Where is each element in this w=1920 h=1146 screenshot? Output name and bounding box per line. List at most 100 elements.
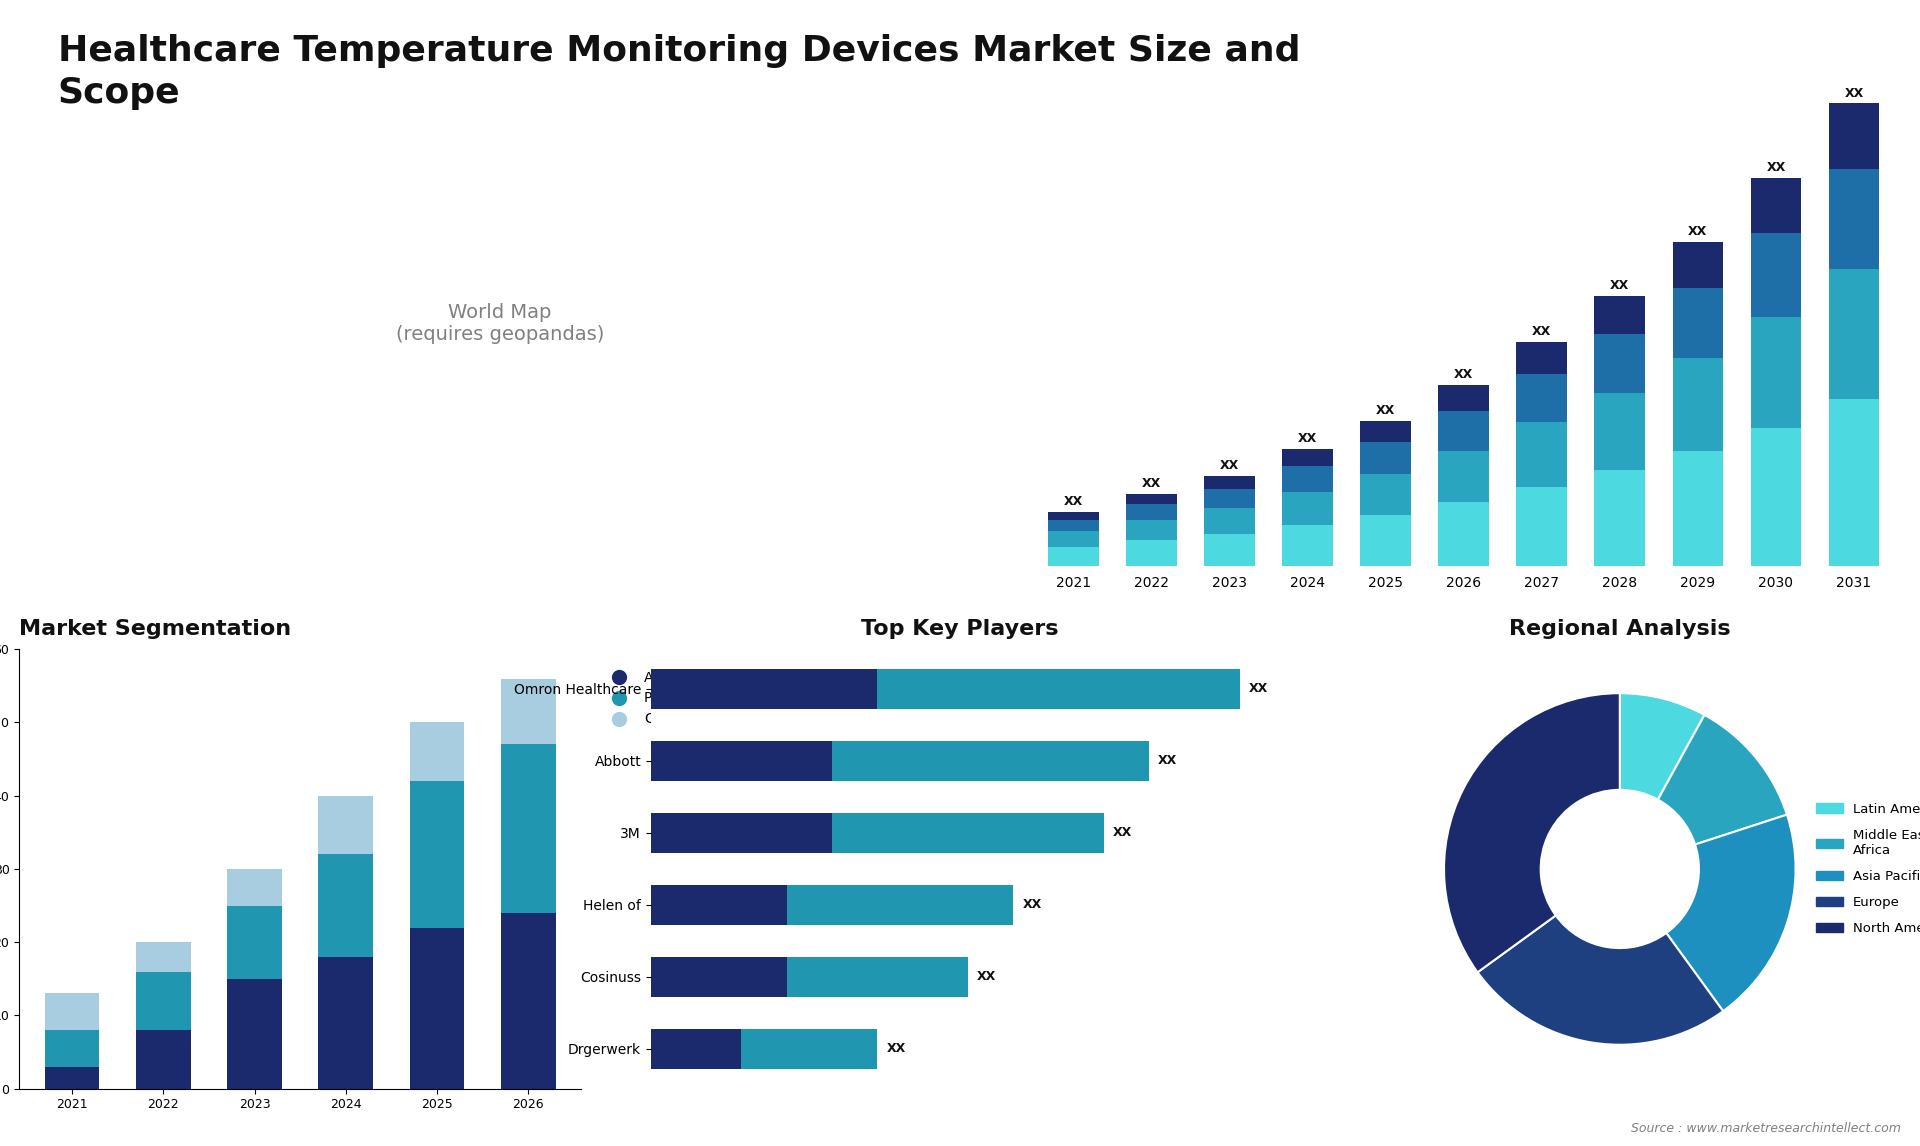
Bar bbox=[1438, 411, 1490, 450]
Bar bbox=[1283, 466, 1332, 492]
Bar bbox=[651, 885, 787, 925]
Bar bbox=[1594, 296, 1645, 333]
Text: XX: XX bbox=[1845, 86, 1864, 100]
Bar bbox=[1048, 532, 1098, 547]
Bar bbox=[651, 957, 787, 997]
Text: Healthcare Temperature Monitoring Devices Market Size and
Scope: Healthcare Temperature Monitoring Device… bbox=[58, 34, 1300, 110]
Bar bbox=[1672, 242, 1724, 288]
Bar bbox=[1517, 374, 1567, 423]
Bar bbox=[1359, 473, 1411, 515]
Bar bbox=[1751, 233, 1801, 317]
Text: XX: XX bbox=[1142, 478, 1162, 490]
Bar bbox=[741, 1029, 877, 1069]
Text: Source : www.marketresearchintellect.com: Source : www.marketresearchintellect.com bbox=[1630, 1122, 1901, 1135]
Bar bbox=[136, 942, 190, 972]
Bar bbox=[44, 994, 100, 1030]
Bar bbox=[651, 669, 877, 708]
Bar bbox=[227, 869, 282, 905]
Bar bbox=[787, 885, 1014, 925]
Text: XX: XX bbox=[1158, 754, 1177, 768]
Bar bbox=[1048, 512, 1098, 520]
Text: XX: XX bbox=[1532, 324, 1551, 338]
Bar bbox=[1283, 525, 1332, 566]
Legend: Latin America, Middle East &
Africa, Asia Pacific, Europe, North America: Latin America, Middle East & Africa, Asi… bbox=[1811, 798, 1920, 941]
Bar bbox=[877, 669, 1240, 708]
Bar bbox=[1438, 502, 1490, 566]
Bar bbox=[1204, 509, 1256, 534]
Bar bbox=[409, 782, 465, 927]
Text: XX: XX bbox=[977, 971, 996, 983]
Bar bbox=[501, 745, 555, 913]
Bar bbox=[787, 957, 968, 997]
Bar bbox=[1127, 540, 1177, 566]
Text: XX: XX bbox=[1298, 432, 1317, 446]
Text: XX: XX bbox=[1688, 225, 1707, 238]
Bar bbox=[136, 1030, 190, 1089]
Bar bbox=[319, 957, 372, 1089]
Bar bbox=[1594, 470, 1645, 566]
Bar bbox=[319, 854, 372, 957]
Bar bbox=[1751, 178, 1801, 233]
Bar bbox=[1283, 492, 1332, 525]
Bar bbox=[651, 1029, 741, 1069]
Bar bbox=[1828, 268, 1880, 399]
Text: XX: XX bbox=[1219, 460, 1238, 472]
Bar bbox=[1127, 504, 1177, 520]
Wedge shape bbox=[1667, 815, 1795, 1011]
Legend: Application, Product, Geography: Application, Product, Geography bbox=[599, 665, 728, 732]
Bar bbox=[1594, 333, 1645, 393]
Text: XX: XX bbox=[1021, 898, 1041, 911]
Bar bbox=[1359, 515, 1411, 566]
Bar bbox=[1204, 489, 1256, 509]
Bar bbox=[651, 741, 831, 780]
Text: XX: XX bbox=[1064, 495, 1083, 509]
Bar bbox=[1594, 393, 1645, 470]
Bar bbox=[1359, 421, 1411, 441]
Wedge shape bbox=[1620, 693, 1705, 800]
Bar bbox=[1672, 288, 1724, 359]
Bar bbox=[1204, 534, 1256, 566]
Bar bbox=[136, 972, 190, 1030]
Text: XX: XX bbox=[887, 1043, 906, 1055]
Text: XX: XX bbox=[1248, 683, 1267, 696]
Bar bbox=[1127, 494, 1177, 504]
Bar bbox=[409, 927, 465, 1089]
Bar bbox=[44, 1030, 100, 1067]
Bar bbox=[501, 913, 555, 1089]
Bar bbox=[1751, 317, 1801, 427]
Bar bbox=[1048, 520, 1098, 532]
Bar bbox=[1517, 487, 1567, 566]
Bar bbox=[1672, 450, 1724, 566]
Bar bbox=[1438, 385, 1490, 411]
Text: Market Segmentation: Market Segmentation bbox=[19, 619, 292, 639]
Bar bbox=[1438, 450, 1490, 502]
Text: World Map
(requires geopandas): World Map (requires geopandas) bbox=[396, 303, 605, 344]
Wedge shape bbox=[1657, 715, 1788, 845]
Bar bbox=[1751, 427, 1801, 566]
Bar bbox=[1127, 520, 1177, 540]
Bar bbox=[1204, 477, 1256, 489]
Text: XX: XX bbox=[1377, 405, 1396, 417]
Title: Top Key Players: Top Key Players bbox=[862, 619, 1058, 639]
Bar bbox=[1048, 547, 1098, 566]
Bar bbox=[227, 905, 282, 979]
Bar bbox=[1672, 359, 1724, 450]
Bar bbox=[409, 722, 465, 782]
Bar bbox=[1828, 399, 1880, 566]
Text: XX: XX bbox=[1766, 160, 1786, 174]
Bar bbox=[501, 678, 555, 745]
Bar bbox=[44, 1067, 100, 1089]
Bar bbox=[1359, 441, 1411, 473]
Bar bbox=[831, 741, 1148, 780]
Text: XX: XX bbox=[1453, 368, 1473, 382]
Bar bbox=[831, 814, 1104, 853]
Text: XX: XX bbox=[1114, 826, 1133, 840]
Wedge shape bbox=[1444, 693, 1620, 972]
Bar bbox=[227, 979, 282, 1089]
Bar bbox=[1828, 103, 1880, 168]
Bar bbox=[1517, 342, 1567, 374]
Bar bbox=[1283, 449, 1332, 466]
Bar bbox=[319, 795, 372, 854]
Wedge shape bbox=[1478, 916, 1722, 1045]
Title: Regional Analysis: Regional Analysis bbox=[1509, 619, 1730, 639]
